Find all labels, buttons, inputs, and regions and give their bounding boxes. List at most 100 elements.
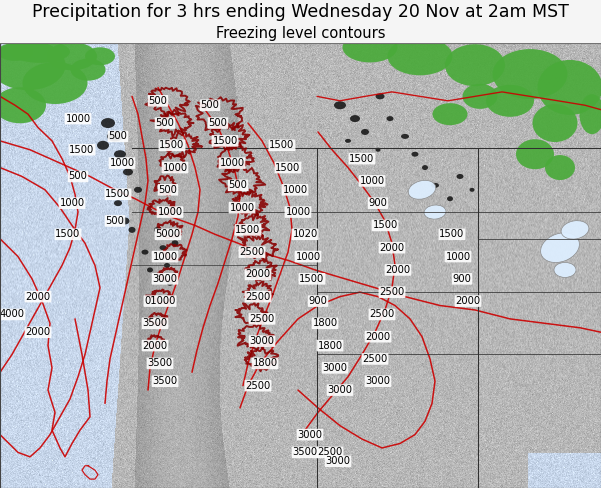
Text: 1000: 1000 [296,252,320,262]
Text: 01000: 01000 [144,296,175,306]
Ellipse shape [401,134,409,139]
Text: 500: 500 [159,185,177,195]
Ellipse shape [164,263,170,268]
Ellipse shape [120,218,129,224]
Ellipse shape [97,141,109,150]
Text: 1500: 1500 [269,141,294,150]
Text: 3000: 3000 [297,429,323,440]
Text: 500: 500 [148,96,168,106]
Text: 1500: 1500 [299,274,325,284]
Text: 3500: 3500 [153,376,177,386]
Ellipse shape [579,94,601,134]
Ellipse shape [70,59,106,81]
Ellipse shape [492,49,567,99]
Ellipse shape [129,227,135,233]
Ellipse shape [134,187,142,193]
Text: 1000: 1000 [109,158,135,168]
Ellipse shape [463,84,498,109]
Text: 500: 500 [106,216,124,226]
Text: 3000: 3000 [323,363,347,373]
Text: 1020: 1020 [292,229,317,239]
Text: 1800: 1800 [317,341,343,350]
Text: 1000: 1000 [230,203,255,213]
Text: 500: 500 [109,131,127,142]
Text: 3000: 3000 [365,376,391,386]
Text: 2000: 2000 [142,341,168,350]
Ellipse shape [469,188,475,192]
Ellipse shape [486,85,534,117]
Text: 4000: 4000 [0,309,25,320]
Text: 2000: 2000 [456,296,481,306]
Text: 2000: 2000 [245,269,270,279]
Text: 1000: 1000 [445,252,471,262]
Ellipse shape [359,157,364,161]
Text: 1800: 1800 [313,318,338,328]
Text: 1500: 1500 [275,163,300,173]
Ellipse shape [516,139,554,169]
Ellipse shape [386,116,394,121]
Ellipse shape [114,200,122,206]
Text: 1000: 1000 [162,163,188,173]
Text: 1800: 1800 [252,358,278,368]
Text: 1000: 1000 [219,158,245,168]
Ellipse shape [85,47,115,65]
Text: 2500: 2500 [370,309,395,320]
Ellipse shape [0,40,66,90]
Text: 1000: 1000 [359,176,385,186]
Ellipse shape [101,118,115,128]
Ellipse shape [408,181,436,199]
Ellipse shape [141,250,148,255]
Ellipse shape [447,196,453,201]
Text: 2500: 2500 [245,381,270,390]
Ellipse shape [422,165,428,170]
Ellipse shape [334,101,346,109]
Text: 1000: 1000 [66,114,91,123]
Text: 1500: 1500 [55,229,81,239]
Text: 900: 900 [453,274,471,284]
Text: 2500: 2500 [249,314,275,324]
Text: 1000: 1000 [285,207,311,217]
Ellipse shape [167,281,173,286]
Text: 1500: 1500 [212,136,237,146]
Text: 500: 500 [156,118,174,128]
Text: 900: 900 [368,198,388,208]
Ellipse shape [154,227,162,233]
Text: 1500: 1500 [236,225,261,235]
Text: 2500: 2500 [362,354,388,364]
Ellipse shape [123,168,133,176]
Text: 1000: 1000 [282,185,308,195]
Text: 500: 500 [201,100,219,110]
Ellipse shape [541,233,579,263]
Ellipse shape [532,104,578,142]
Ellipse shape [350,115,360,122]
Ellipse shape [457,174,463,179]
Text: 2000: 2000 [365,332,391,342]
Ellipse shape [0,43,32,61]
Ellipse shape [114,150,126,158]
Text: 1500: 1500 [439,229,465,239]
Ellipse shape [376,148,380,152]
Text: 3500: 3500 [147,358,172,368]
Text: 1500: 1500 [159,141,185,150]
Ellipse shape [147,267,153,272]
Text: 1000: 1000 [59,198,85,208]
Text: 2500: 2500 [379,287,404,297]
Ellipse shape [412,152,418,157]
Ellipse shape [431,183,439,188]
Text: 1500: 1500 [349,154,374,163]
Text: 3500: 3500 [142,318,168,328]
Text: 2000: 2000 [25,292,50,302]
Text: 2000: 2000 [385,265,410,275]
Ellipse shape [445,44,505,86]
Text: 1000: 1000 [153,252,177,262]
Ellipse shape [343,32,397,62]
Text: 2000: 2000 [25,327,50,337]
Text: 3000: 3000 [153,274,177,284]
Ellipse shape [107,131,123,142]
Text: 2000: 2000 [379,243,404,253]
Ellipse shape [554,263,576,277]
Ellipse shape [376,93,385,100]
Text: Precipitation for 3 hrs ending Wednesday 20 Nov at 2am MST: Precipitation for 3 hrs ending Wednesday… [32,3,569,21]
Text: 900: 900 [308,296,328,306]
Ellipse shape [171,240,178,246]
